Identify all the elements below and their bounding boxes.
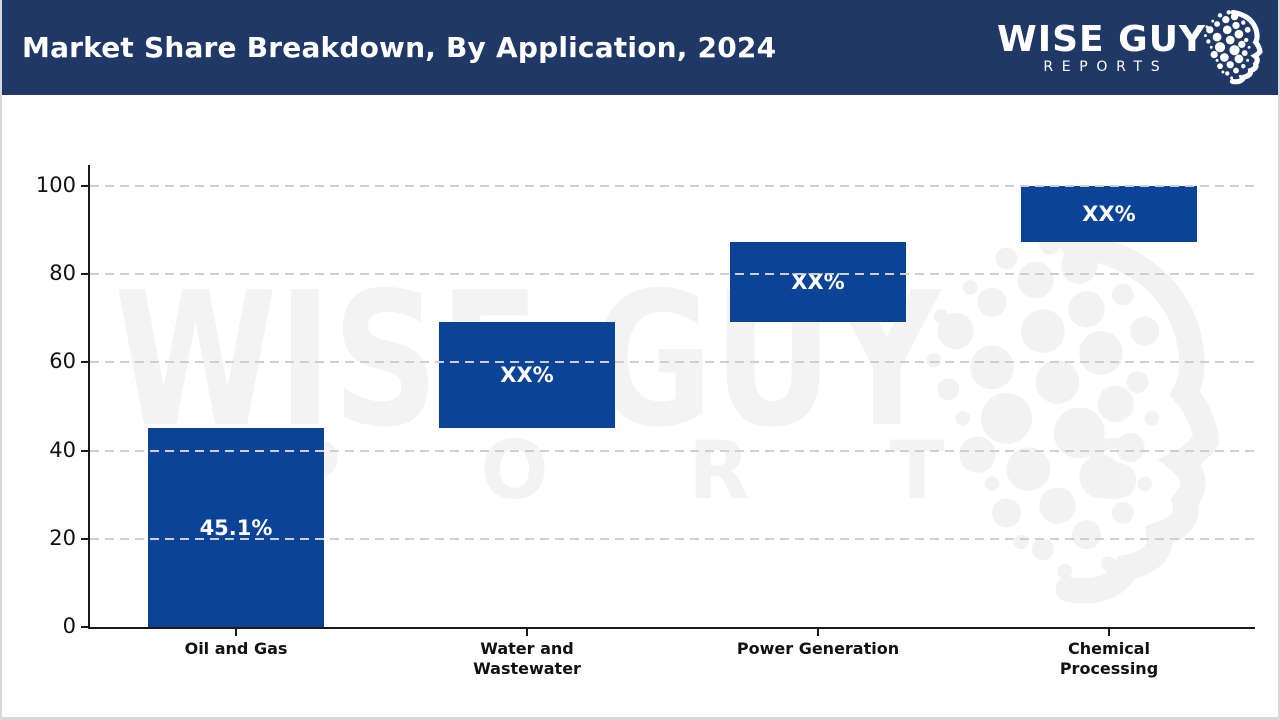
- wiseguy-face-icon: [1204, 9, 1263, 84]
- x-tick: [817, 629, 819, 636]
- gridline: [90, 537, 1255, 540]
- y-tick-label: 40: [49, 437, 76, 462]
- x-category-label: Water and Wastewater: [473, 639, 581, 678]
- y-tick-label: 20: [49, 525, 76, 550]
- x-category-label: Oil and Gas: [184, 639, 288, 658]
- x-category-label: Power Generation: [736, 639, 900, 658]
- watermark-face-icon: [926, 231, 1219, 604]
- y-tick: [81, 626, 89, 628]
- bar: XX%: [1021, 186, 1197, 242]
- bar: XX%: [439, 322, 615, 428]
- bar: 45.1%: [148, 428, 324, 627]
- x-axis-line: [88, 627, 1255, 629]
- x-category-label: Chemical Processing: [1059, 639, 1159, 678]
- y-tick: [81, 273, 89, 276]
- y-tick: [81, 361, 89, 364]
- header-band: Market Share Breakdown, By Application, …: [2, 0, 1278, 95]
- gridline: [90, 185, 1255, 187]
- y-tick: [81, 185, 89, 187]
- bar-value-label: XX%: [1082, 202, 1136, 226]
- logo-wordmark: WISE GUY: [996, 18, 1206, 60]
- y-tick-label: 0: [62, 614, 76, 638]
- y-tick-label: 60: [49, 349, 76, 374]
- logo-subtitle: REPORTS: [1043, 58, 1169, 75]
- x-tick: [526, 629, 528, 636]
- y-axis-line: [88, 165, 90, 629]
- y-tick: [81, 537, 89, 540]
- wiseguy-logo-text: WISE GUY REPORTS: [996, 18, 1206, 75]
- y-tick-label: 80: [49, 261, 76, 286]
- x-tick: [235, 629, 237, 636]
- gridline: [90, 273, 1255, 276]
- bar: XX%: [730, 242, 906, 322]
- chart-title: Market Share Breakdown, By Application, …: [22, 31, 777, 64]
- bar-value-label: XX%: [500, 363, 554, 387]
- y-tick: [81, 449, 89, 452]
- y-tick-label: 100: [35, 173, 76, 197]
- gridline: [90, 449, 1255, 452]
- wiseguy-logo: WISE GUY REPORTS: [997, 8, 1264, 88]
- bar-value-label: 45.1%: [199, 515, 273, 540]
- x-tick: [1108, 629, 1110, 636]
- gridline: [90, 361, 1255, 364]
